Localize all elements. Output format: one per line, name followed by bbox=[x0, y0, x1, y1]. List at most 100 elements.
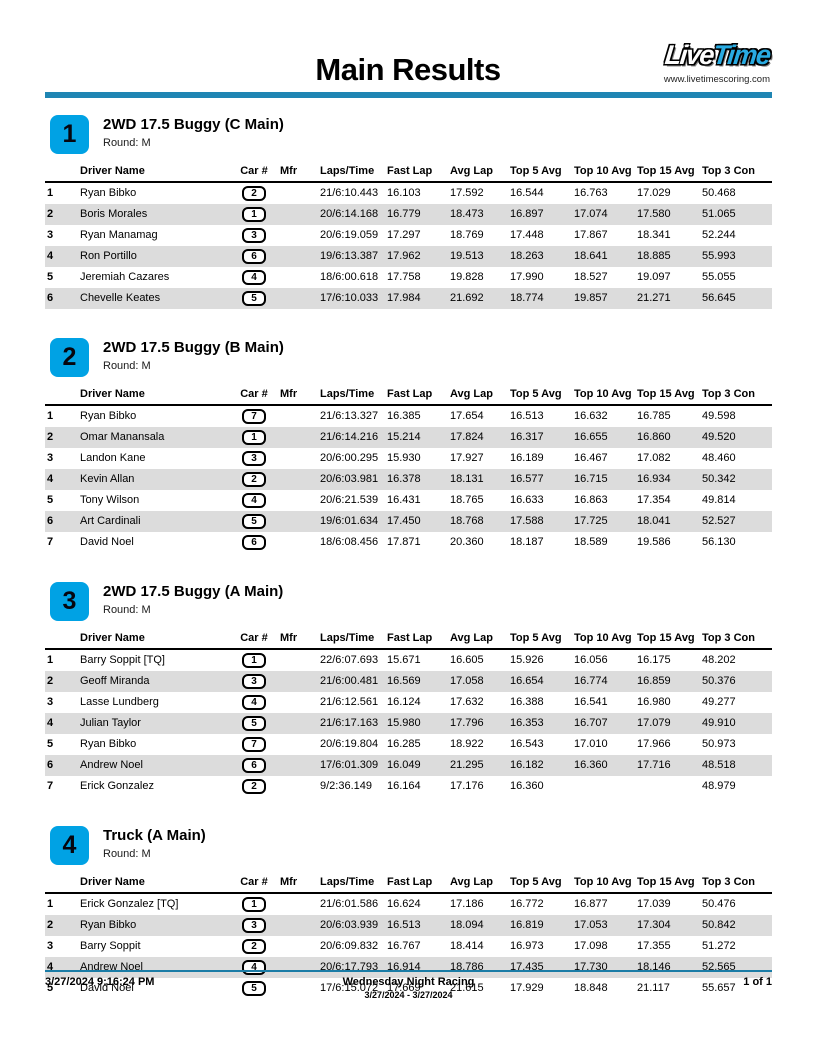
laps-time-cell: 22/6:07.693 bbox=[320, 654, 379, 666]
top10-avg-cell: 16.655 bbox=[574, 431, 608, 443]
top5-avg-cell: 17.448 bbox=[510, 229, 544, 241]
col-header-top3-con: Top 3 Con bbox=[700, 385, 772, 406]
top3-con-cell: 55.055 bbox=[702, 271, 736, 283]
col-header-top10-avg: Top 10 Avg bbox=[572, 385, 635, 406]
laps-time-cell: 21/6:00.481 bbox=[320, 675, 379, 687]
top3-con-cell: 50.376 bbox=[702, 675, 736, 687]
section-number-badge: 3 bbox=[50, 582, 89, 621]
result-row: 1 Barry Soppit [TQ] 1 22/6:07.693 15.671… bbox=[45, 649, 772, 671]
col-header-top5-avg: Top 5 Avg bbox=[508, 629, 572, 650]
section-class-title: 2WD 17.5 Buggy (C Main) bbox=[103, 116, 284, 133]
top15-avg-cell: 18.341 bbox=[637, 229, 671, 241]
top3-con-cell: 52.527 bbox=[702, 515, 736, 527]
top15-avg-cell: 17.039 bbox=[637, 898, 671, 910]
laps-time-cell: 20/6:19.804 bbox=[320, 738, 379, 750]
sections: 1 2WD 17.5 Buggy (C Main) Round: M Drive… bbox=[0, 98, 816, 999]
driver-name-cell: Tony Wilson bbox=[80, 494, 140, 506]
col-header-car: Car # bbox=[230, 385, 278, 406]
mfr-cell bbox=[278, 649, 318, 671]
car-number-badge: 4 bbox=[242, 695, 266, 710]
col-header-top3-con: Top 3 Con bbox=[700, 629, 772, 650]
section-number-badge: 1 bbox=[50, 115, 89, 154]
laps-time-cell: 20/6:21.539 bbox=[320, 494, 379, 506]
result-row: 3 Landon Kane 3 20/6:00.295 15.930 17.92… bbox=[45, 448, 772, 469]
car-number-cell: 2 bbox=[230, 776, 278, 797]
position-cell: 3 bbox=[47, 696, 54, 708]
car-number-badge: 5 bbox=[242, 291, 266, 306]
car-number-badge: 2 bbox=[242, 939, 266, 954]
section-titles: 2WD 17.5 Buggy (A Main) Round: M bbox=[103, 582, 283, 616]
top3-con-cell: 56.130 bbox=[702, 536, 736, 548]
car-number-cell: 3 bbox=[230, 225, 278, 246]
fast-lap-cell: 17.669 bbox=[387, 982, 421, 994]
top5-avg-cell: 18.263 bbox=[510, 250, 544, 262]
driver-name-cell: Kevin Allan bbox=[80, 473, 135, 485]
result-row: 4 Kevin Allan 2 20/6:03.981 16.378 18.13… bbox=[45, 469, 772, 490]
car-number-cell: 2 bbox=[230, 182, 278, 204]
driver-name-cell: Jeremiah Cazares bbox=[80, 271, 170, 283]
result-row: 3 Ryan Manamag 3 20/6:19.059 17.297 18.7… bbox=[45, 225, 772, 246]
col-header-position bbox=[45, 385, 78, 406]
position-cell: 2 bbox=[47, 919, 54, 931]
col-header-mfr: Mfr bbox=[278, 629, 318, 650]
fast-lap-cell: 16.431 bbox=[387, 494, 421, 506]
position-cell: 5 bbox=[47, 982, 54, 994]
top10-avg-cell: 16.707 bbox=[574, 717, 608, 729]
col-header-driver: Driver Name bbox=[78, 629, 230, 650]
top5-avg-cell: 16.317 bbox=[510, 431, 544, 443]
top5-avg-cell: 16.353 bbox=[510, 717, 544, 729]
avg-lap-cell: 17.058 bbox=[450, 675, 484, 687]
result-section: 3 2WD 17.5 Buggy (A Main) Round: M Drive… bbox=[45, 582, 772, 797]
car-number-badge: 6 bbox=[242, 535, 266, 550]
driver-name-cell: Geoff Miranda bbox=[80, 675, 150, 687]
top15-avg-cell: 17.082 bbox=[637, 452, 671, 464]
top5-avg-cell: 16.654 bbox=[510, 675, 544, 687]
result-row: 6 Art Cardinali 5 19/6:01.634 17.450 18.… bbox=[45, 511, 772, 532]
top5-avg-cell: 15.926 bbox=[510, 654, 544, 666]
car-number-badge: 4 bbox=[242, 270, 266, 285]
car-number-badge: 4 bbox=[242, 493, 266, 508]
position-cell: 1 bbox=[47, 898, 54, 910]
avg-lap-cell: 17.927 bbox=[450, 452, 484, 464]
top5-avg-cell: 16.360 bbox=[510, 780, 544, 792]
avg-lap-cell: 21.692 bbox=[450, 292, 484, 304]
car-number-cell: 3 bbox=[230, 915, 278, 936]
result-row: 7 David Noel 6 18/6:08.456 17.871 20.360… bbox=[45, 532, 772, 553]
position-cell: 1 bbox=[47, 187, 54, 199]
result-row: 2 Ryan Bibko 3 20/6:03.939 16.513 18.094… bbox=[45, 915, 772, 936]
section-round-label: Round: M bbox=[103, 360, 151, 372]
mfr-cell bbox=[278, 893, 318, 915]
top10-avg-cell: 16.360 bbox=[574, 759, 608, 771]
top3-con-cell: 52.244 bbox=[702, 229, 736, 241]
driver-name-cell: Ryan Manamag bbox=[80, 229, 158, 241]
car-number-cell: 1 bbox=[230, 649, 278, 671]
car-number-cell: 5 bbox=[230, 511, 278, 532]
avg-lap-cell: 18.131 bbox=[450, 473, 484, 485]
laps-time-cell: 19/6:01.634 bbox=[320, 515, 379, 527]
top15-avg-cell: 17.079 bbox=[637, 717, 671, 729]
driver-name-cell: Andrew Noel bbox=[80, 759, 143, 771]
col-header-mfr: Mfr bbox=[278, 873, 318, 894]
laps-time-cell: 17/6:10.033 bbox=[320, 292, 379, 304]
result-row: 1 Ryan Bibko 2 21/6:10.443 16.103 17.592… bbox=[45, 182, 772, 204]
top3-con-cell: 50.842 bbox=[702, 919, 736, 931]
car-number-cell: 2 bbox=[230, 469, 278, 490]
avg-lap-cell: 18.765 bbox=[450, 494, 484, 506]
result-row: 6 Chevelle Keates 5 17/6:10.033 17.984 2… bbox=[45, 288, 772, 309]
avg-lap-cell: 18.922 bbox=[450, 738, 484, 750]
top15-avg-cell: 19.097 bbox=[637, 271, 671, 283]
mfr-cell bbox=[278, 755, 318, 776]
col-header-top10-avg: Top 10 Avg bbox=[572, 629, 635, 650]
results-tbody: 1 Ryan Bibko 7 21/6:13.327 16.385 17.654… bbox=[45, 405, 772, 553]
top5-avg-cell: 16.577 bbox=[510, 473, 544, 485]
position-cell: 1 bbox=[47, 654, 54, 666]
driver-name-cell: Boris Morales bbox=[80, 208, 148, 220]
fast-lap-cell: 16.767 bbox=[387, 940, 421, 952]
result-row: 3 Lasse Lundberg 4 21/6:12.561 16.124 17… bbox=[45, 692, 772, 713]
top15-avg-cell: 16.859 bbox=[637, 675, 671, 687]
position-cell: 2 bbox=[47, 431, 54, 443]
driver-name-cell: Barry Soppit bbox=[80, 940, 141, 952]
results-table: Driver Name Car # Mfr Laps/Time Fast Lap… bbox=[45, 162, 772, 309]
result-row: 2 Omar Manansala 1 21/6:14.216 15.214 17… bbox=[45, 427, 772, 448]
